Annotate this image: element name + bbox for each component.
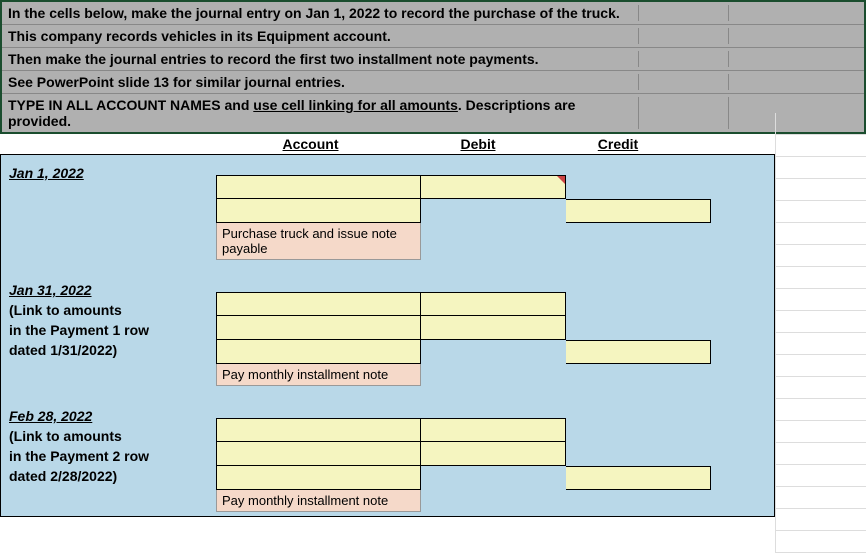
account-input[interactable] [216,466,421,490]
debit-placeholder [421,466,566,490]
debit-input[interactable] [421,418,566,442]
debit-placeholder [421,199,566,223]
debit-input[interactable] [421,292,566,316]
debit-input[interactable] [421,175,566,199]
header-account: Account [223,136,398,152]
instruction-row[interactable]: This company records vehicles in its Equ… [2,25,864,48]
entry-note: dated 2/28/2022) [9,468,208,484]
credit-placeholder [566,292,711,316]
credit-input[interactable] [566,466,711,490]
instruction-row[interactable]: In the cells below, make the journal ent… [2,2,864,25]
instruction-row[interactable]: See PowerPoint slide 13 for similar jour… [2,71,864,94]
spreadsheet-region: In the cells below, make the journal ent… [0,0,866,555]
entry-description: Purchase truck and issue note payable [216,223,421,260]
entry-note: (Link to amounts [9,302,208,318]
credit-placeholder [566,316,711,340]
journal-entry-jan1: Jan 1, 2022 Purchase truck and issue not… [1,155,774,260]
debit-placeholder [421,340,566,364]
entry-note: in the Payment 1 row [9,322,208,338]
credit-placeholder [566,175,711,199]
entry-note: dated 1/31/2022) [9,342,208,358]
entry-date: Jan 31, 2022 [9,282,208,298]
empty-grid-columns [775,113,866,555]
instruction-text: Then make the journal entries to record … [8,51,638,67]
journal-entry-feb28: Feb 28, 2022 (Link to amounts in the Pay… [1,386,774,512]
entry-note: (Link to amounts [9,428,208,444]
instruction-row[interactable]: TYPE IN ALL ACCOUNT NAMES and use cell l… [2,94,864,132]
header-debit: Debit [398,136,558,152]
instruction-text: TYPE IN ALL ACCOUNT NAMES and use cell l… [8,97,638,129]
credit-input[interactable] [566,199,711,223]
credit-placeholder [566,418,711,442]
debit-input[interactable] [421,442,566,466]
journal-workarea: Jan 1, 2022 Purchase truck and issue not… [0,154,775,517]
instruction-row[interactable]: Then make the journal entries to record … [2,48,864,71]
instruction-text: See PowerPoint slide 13 for similar jour… [8,74,638,90]
account-input[interactable] [216,199,421,223]
instruction-text: This company records vehicles in its Equ… [8,28,638,44]
entry-date: Jan 1, 2022 [9,165,208,181]
instructions-block: In the cells below, make the journal ent… [0,0,866,134]
entry-description: Pay monthly installment note [216,364,421,386]
header-credit: Credit [558,136,678,152]
entry-note: in the Payment 2 row [9,448,208,464]
account-input[interactable] [216,418,421,442]
column-headers: Account Debit Credit [0,134,866,154]
account-input[interactable] [216,340,421,364]
account-input[interactable] [216,316,421,340]
account-input[interactable] [216,292,421,316]
credit-input[interactable] [566,340,711,364]
instruction-text: In the cells below, make the journal ent… [8,5,638,21]
entry-date: Feb 28, 2022 [9,408,208,424]
account-input[interactable] [216,442,421,466]
account-input[interactable] [216,175,421,199]
journal-entry-jan31: Jan 31, 2022 (Link to amounts in the Pay… [1,260,774,386]
debit-input[interactable] [421,316,566,340]
entry-description: Pay monthly installment note [216,490,421,512]
credit-placeholder [566,442,711,466]
